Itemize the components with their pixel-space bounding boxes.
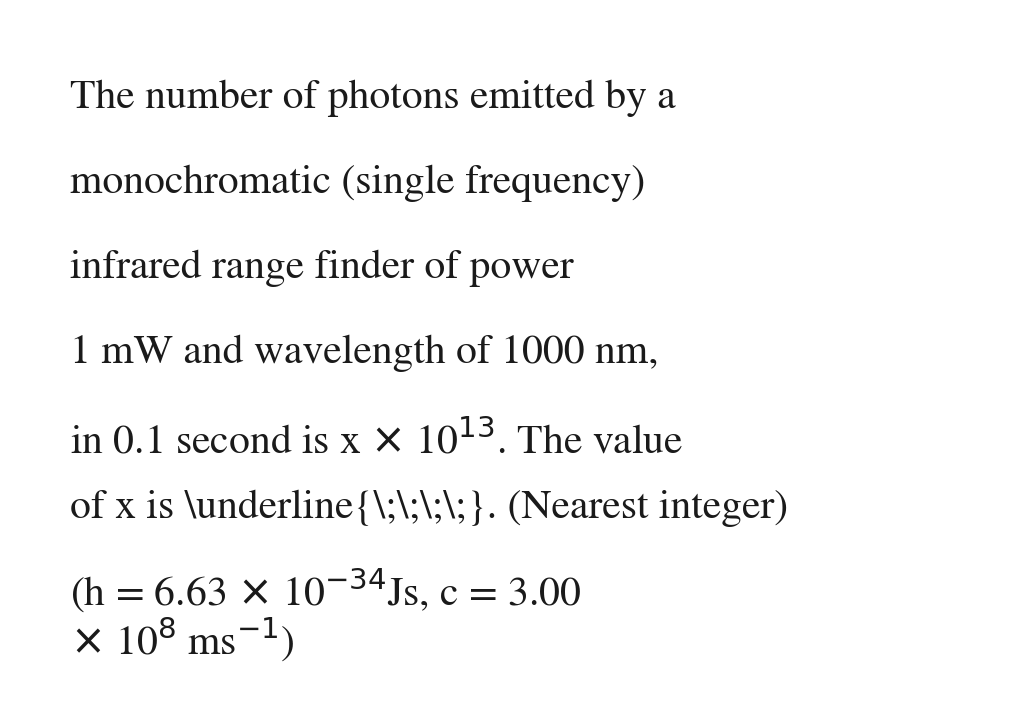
Text: The number of photons emitted by a: The number of photons emitted by a: [70, 80, 676, 118]
Text: monochromatic (single frequency): monochromatic (single frequency): [70, 165, 645, 203]
Text: of x is \underline{\;\;\;\;}. (Nearest integer): of x is \underline{\;\;\;\;}. (Nearest i…: [70, 490, 788, 527]
Text: 1 mW and wavelength of 1000 nm,: 1 mW and wavelength of 1000 nm,: [70, 335, 658, 372]
Text: in 0.1 second is x $\times$ 10$^{13}$. The value: in 0.1 second is x $\times$ 10$^{13}$. T…: [70, 420, 683, 463]
Text: (h = 6.63 $\times$ 10$^{-34}$Js, c = 3.00: (h = 6.63 $\times$ 10$^{-34}$Js, c = 3.0…: [70, 566, 582, 615]
Text: infrared range finder of power: infrared range finder of power: [70, 250, 573, 287]
Text: $\times$ 10$^{8}$ ms$^{-1}$): $\times$ 10$^{8}$ ms$^{-1}$): [70, 615, 294, 664]
